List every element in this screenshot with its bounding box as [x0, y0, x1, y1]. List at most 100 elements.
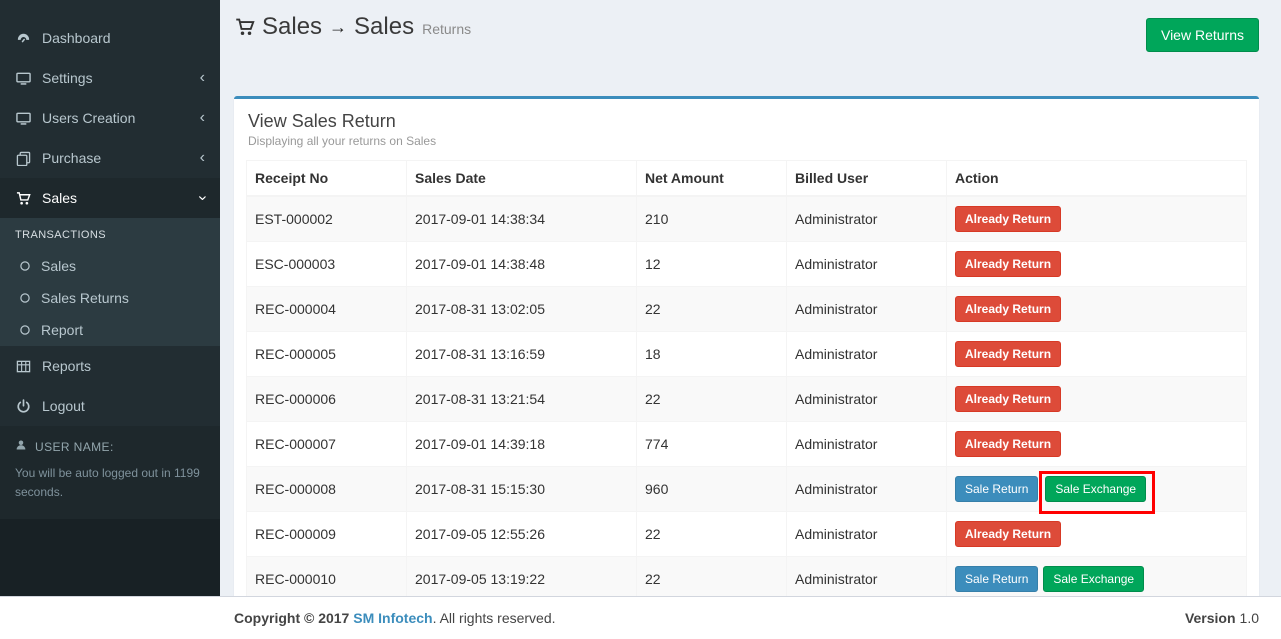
cart-icon	[235, 17, 255, 42]
highlight-box: Sale Exchange	[1039, 471, 1156, 514]
sidebar-item-dashboard[interactable]: Dashboard	[0, 18, 220, 58]
view-returns-button[interactable]: View Returns	[1145, 18, 1259, 52]
sales-date-cell: 2017-08-31 15:15:30	[406, 466, 637, 512]
copyright: Copyright © 2017 SM Infotech. All rights…	[234, 610, 556, 626]
main-row: Dashboard Settings Users Creation	[0, 0, 1281, 596]
receipt-no-cell: ESC-000003	[246, 241, 407, 287]
sidebar-subitem-label: Report	[41, 322, 84, 338]
column-header-action: Action	[946, 160, 1247, 197]
sales-date-cell: 2017-09-01 14:38:48	[406, 241, 637, 287]
table-row: REC-000008 2017-08-31 15:15:30 960 Administ…	[246, 466, 1247, 514]
net-amount-cell: 18	[636, 331, 787, 377]
already-return-button[interactable]: Already Return	[955, 431, 1062, 457]
sidebar-item-label: Sales	[42, 190, 78, 206]
net-amount-cell: 210	[636, 195, 787, 242]
table-row: REC-000006 2017-08-31 13:21:54 22 Administr…	[246, 376, 1247, 422]
sidebar-subitem-sales-returns[interactable]: Sales Returns	[0, 282, 220, 314]
sidebar-item-label: Purchase	[42, 150, 102, 166]
sales-submenu: TRANSACTIONS Sales Sales Returns	[0, 218, 220, 346]
sidebar-filler	[0, 519, 220, 596]
billed-user-cell: Administrator	[786, 421, 947, 467]
table-header-row: Receipt No Sales Date Net Amount Billed …	[246, 160, 1247, 197]
billed-user-cell: Administrator	[786, 376, 947, 422]
sidebar-item-label: Users Creation	[42, 110, 136, 126]
sidebar-item-label: Reports	[42, 358, 92, 374]
sidebar-item-purchase[interactable]: Purchase	[0, 138, 220, 178]
already-return-button[interactable]: Already Return	[955, 521, 1062, 547]
sale-exchange-button[interactable]: Sale Exchange	[1045, 476, 1147, 502]
breadcrumb-subpage: Returns	[422, 21, 472, 37]
already-return-button[interactable]: Already Return	[955, 251, 1062, 277]
billed-user-cell: Administrator	[786, 466, 947, 512]
already-return-button[interactable]: Already Return	[955, 206, 1062, 232]
action-cell: Already Return	[946, 286, 1247, 332]
version-label: Version	[1184, 610, 1236, 626]
column-header-billed-user: Billed User	[786, 160, 947, 197]
table-row: REC-000010 2017-09-05 13:19:22 22 Administr…	[246, 556, 1247, 602]
receipt-no-cell: REC-000005	[246, 331, 407, 377]
table-row: REC-000004 2017-08-31 13:02:05 22 Administr…	[246, 286, 1247, 332]
action-cell: Already Return	[946, 241, 1247, 287]
copyright-text: Copyright © 2017	[234, 610, 350, 626]
receipt-no-cell: REC-000007	[246, 421, 407, 467]
action-cell: Sale Return Sale Exchange	[946, 466, 1247, 514]
sidebar-subitem-report[interactable]: Report	[0, 314, 220, 346]
copy-icon	[15, 151, 32, 166]
desktop-icon	[15, 111, 32, 126]
already-return-button[interactable]: Already Return	[955, 386, 1062, 412]
already-return-button[interactable]: Already Return	[955, 296, 1062, 322]
sale-exchange-button[interactable]: Sale Exchange	[1043, 566, 1145, 592]
sidebar-item-sales[interactable]: Sales	[0, 178, 220, 218]
circle-icon	[18, 260, 32, 272]
sidebar: Dashboard Settings Users Creation	[0, 0, 220, 596]
sale-return-button[interactable]: Sale Return	[955, 566, 1039, 592]
sidebar-subitem-sales[interactable]: Sales	[0, 250, 220, 282]
sidebar-item-reports[interactable]: Reports	[0, 346, 220, 386]
circle-icon	[18, 324, 32, 336]
receipt-no-cell: REC-000006	[246, 376, 407, 422]
action-cell: Already Return	[946, 376, 1247, 422]
table-icon	[15, 359, 32, 374]
sales-date-cell: 2017-08-31 13:21:54	[406, 376, 637, 422]
billed-user-cell: Administrator	[786, 331, 947, 377]
action-cell: Already Return	[946, 511, 1247, 557]
action-cell: Already Return	[946, 421, 1247, 467]
chevron-left-icon	[200, 150, 205, 166]
sales-date-cell: 2017-09-01 14:39:18	[406, 421, 637, 467]
sales-date-cell: 2017-09-05 13:19:22	[406, 556, 637, 602]
table-row: EST-000002 2017-09-01 14:38:34 210 Administ…	[246, 195, 1247, 242]
sales-return-panel: View Sales Return Displaying all your re…	[234, 96, 1259, 616]
already-return-button[interactable]: Already Return	[955, 341, 1062, 367]
sale-return-button[interactable]: Sale Return	[955, 476, 1039, 502]
arrow-right-icon: →	[329, 17, 348, 37]
sidebar-menu: Dashboard Settings Users Creation	[0, 0, 220, 426]
sales-date-cell: 2017-08-31 13:02:05	[406, 286, 637, 332]
breadcrumb-title: Sales	[262, 13, 323, 40]
company-link[interactable]: SM Infotech	[353, 610, 433, 626]
desktop-icon	[15, 71, 32, 86]
table-row: REC-000009 2017-09-05 12:55:26 22 Administr…	[246, 511, 1247, 557]
content-header: Sales → Sales Returns View Returns	[220, 0, 1281, 52]
receipt-no-cell: EST-000002	[246, 195, 407, 242]
net-amount-cell: 22	[636, 556, 787, 602]
version-info: Version 1.0	[1185, 610, 1259, 626]
receipt-no-cell: REC-000009	[246, 511, 407, 557]
sidebar-item-users-creation[interactable]: Users Creation	[0, 98, 220, 138]
receipt-no-cell: REC-000010	[246, 556, 407, 602]
action-cell: Sale Return Sale Exchange	[946, 556, 1247, 602]
sidebar-item-logout[interactable]: Logout	[0, 386, 220, 426]
table-row: REC-000005 2017-08-31 13:16:59 18 Administr…	[246, 331, 1247, 377]
sidebar-item-label: Logout	[42, 398, 85, 414]
sidebar-subitem-label: Sales Returns	[41, 290, 129, 306]
dashboard-icon	[15, 31, 32, 46]
sidebar-item-label: Dashboard	[42, 30, 111, 46]
column-header-receipt-no: Receipt No	[246, 160, 407, 197]
chevron-down-icon	[194, 195, 210, 200]
billed-user-cell: Administrator	[786, 556, 947, 602]
auto-logout-notice: You will be auto logged out in 1199 seco…	[15, 466, 200, 499]
net-amount-cell: 22	[636, 511, 787, 557]
billed-user-cell: Administrator	[786, 195, 947, 242]
sidebar-item-settings[interactable]: Settings	[0, 58, 220, 98]
chevron-left-icon	[200, 110, 205, 126]
